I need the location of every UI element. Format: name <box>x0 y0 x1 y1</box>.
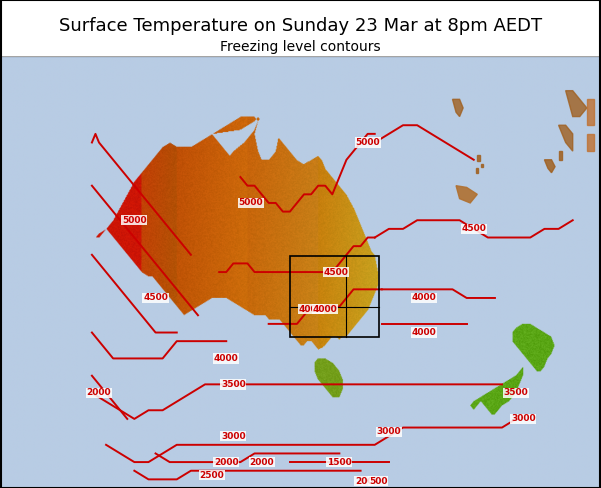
Text: 4000: 4000 <box>412 328 436 337</box>
Text: 4500: 4500 <box>143 293 168 303</box>
Text: Surface Temperature on Sunday 23 Mar at 8pm AEDT: Surface Temperature on Sunday 23 Mar at … <box>59 17 542 35</box>
Bar <box>290 256 379 337</box>
Text: 2000: 2000 <box>249 458 274 467</box>
Text: 3500: 3500 <box>504 388 528 398</box>
Polygon shape <box>476 168 478 173</box>
Text: 4500: 4500 <box>462 224 486 233</box>
Polygon shape <box>587 99 594 125</box>
Text: 3500: 3500 <box>221 380 246 389</box>
Polygon shape <box>566 91 587 117</box>
Polygon shape <box>545 160 555 173</box>
Polygon shape <box>558 151 562 160</box>
Text: 3000: 3000 <box>221 432 246 441</box>
Text: 4000: 4000 <box>313 305 338 314</box>
Polygon shape <box>456 185 477 203</box>
Text: Freezing level contours: Freezing level contours <box>220 40 381 54</box>
Text: 2000: 2000 <box>87 388 111 398</box>
Text: 5000: 5000 <box>122 216 147 225</box>
Text: 2000: 2000 <box>214 458 239 467</box>
Text: 3000: 3000 <box>377 427 401 436</box>
Text: 4000: 4000 <box>299 305 323 314</box>
Text: 4000: 4000 <box>214 354 239 363</box>
Polygon shape <box>453 99 463 117</box>
Polygon shape <box>477 156 480 161</box>
Text: 5000: 5000 <box>355 138 380 147</box>
Text: 4500: 4500 <box>323 267 349 277</box>
Text: 1500: 1500 <box>327 458 352 467</box>
Text: 500: 500 <box>369 477 388 486</box>
Text: 200: 200 <box>355 477 373 486</box>
Polygon shape <box>587 134 594 151</box>
Polygon shape <box>558 125 573 151</box>
Text: 5000: 5000 <box>239 199 263 207</box>
Text: 3000: 3000 <box>511 414 535 424</box>
Polygon shape <box>481 164 483 167</box>
Text: 4000: 4000 <box>412 293 436 303</box>
Text: 2500: 2500 <box>200 470 225 480</box>
